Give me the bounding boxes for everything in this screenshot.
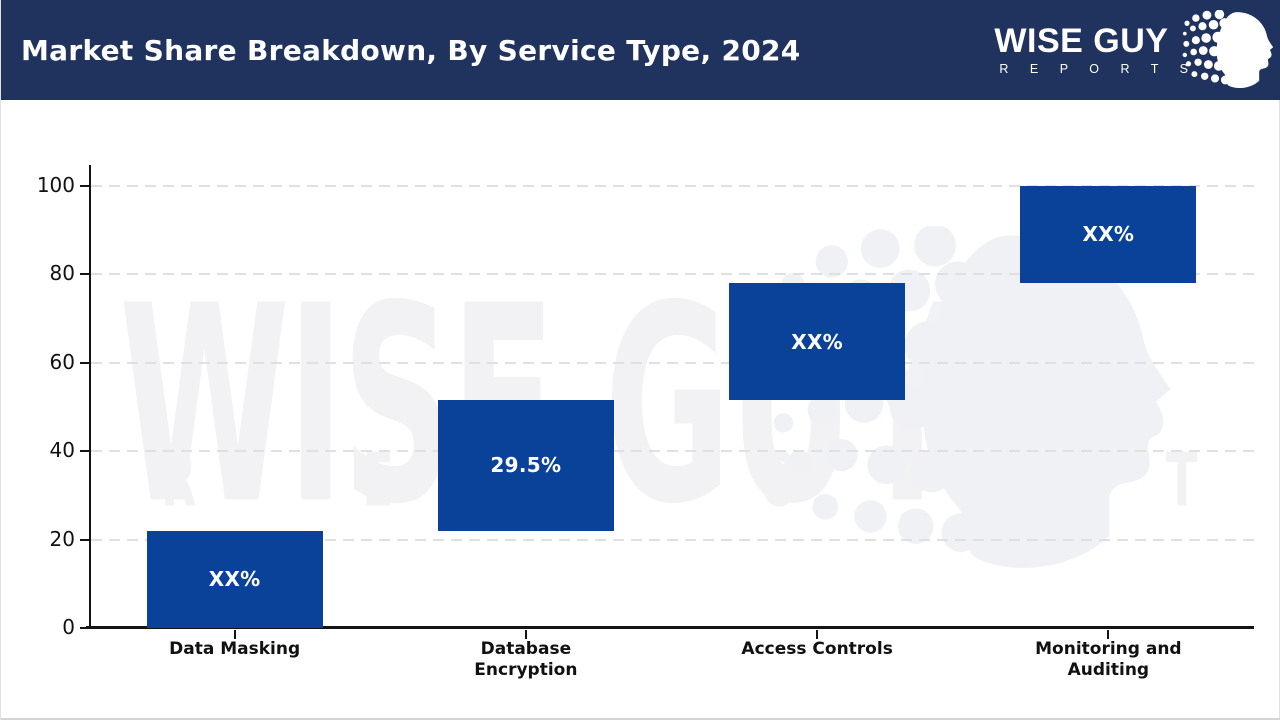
- gridline: [91, 538, 1254, 541]
- y-tick-label: 0: [62, 615, 75, 639]
- x-tick-mark: [233, 630, 236, 639]
- x-category-label-monitoring-and-auditing: Monitoring and Auditing: [1035, 639, 1182, 681]
- x-category-label-access-controls: Access Controls: [741, 639, 893, 659]
- y-tick-mark: [80, 184, 89, 187]
- x-tick-mark: [816, 630, 819, 639]
- gridline: [91, 184, 1254, 187]
- x-tick-mark: [524, 630, 527, 639]
- y-tick-label: 40: [49, 438, 75, 462]
- y-tick-mark: [80, 361, 89, 364]
- y-tick-mark: [80, 273, 89, 275]
- logo-wordmark: WISE GUY: [994, 22, 1169, 60]
- y-tick-label: 100: [36, 172, 75, 197]
- y-tick-mark: [80, 538, 89, 541]
- y-tick-mark: [80, 450, 89, 452]
- logo-head-icon: [1181, 10, 1277, 91]
- x-tick-mark: [1107, 630, 1110, 639]
- bar-value-label: XX%: [208, 567, 261, 592]
- page-title: Market Share Breakdown, By Service Type,…: [21, 33, 801, 67]
- y-tick-label: 20: [49, 526, 75, 551]
- bar-data-masking: XX%: [146, 530, 323, 628]
- gridline: [91, 361, 1254, 364]
- logo: WISE GUY R E P O R T S: [994, 0, 1277, 100]
- bar-monitoring-and-auditing: XX%: [1020, 185, 1197, 283]
- y-tick-mark: [80, 627, 89, 629]
- logo-reports-label: R E P O R T S: [999, 62, 1197, 76]
- bar-database-encryption: 29.5%: [437, 400, 614, 531]
- header-bar: Market Share Breakdown, By Service Type,…: [1, 0, 1280, 100]
- x-category-label-database-encryption: Database Encryption: [474, 639, 578, 681]
- bottom-edge-line: [1, 718, 1280, 720]
- plot-area: XX% 29.5% XX% XX%: [80, 165, 1254, 639]
- gridline: [91, 273, 1254, 275]
- y-tick-label: 60: [49, 349, 75, 374]
- logo-text: WISE GUY R E P O R T S: [994, 24, 1197, 76]
- gridline: [91, 450, 1254, 452]
- x-category-label-data-masking: Data Masking: [169, 639, 301, 659]
- y-axis-spine: [89, 165, 91, 628]
- bar-value-label: XX%: [1082, 222, 1135, 247]
- x-axis-spine: [86, 626, 1254, 629]
- bar-value-label: 29.5%: [490, 453, 562, 478]
- bar-value-label: XX%: [791, 329, 844, 354]
- y-tick-label: 80: [49, 261, 75, 285]
- y-axis-tick-labels: 0 20 40 60 80 100: [1, 165, 81, 638]
- bar-access-controls: XX%: [729, 282, 906, 401]
